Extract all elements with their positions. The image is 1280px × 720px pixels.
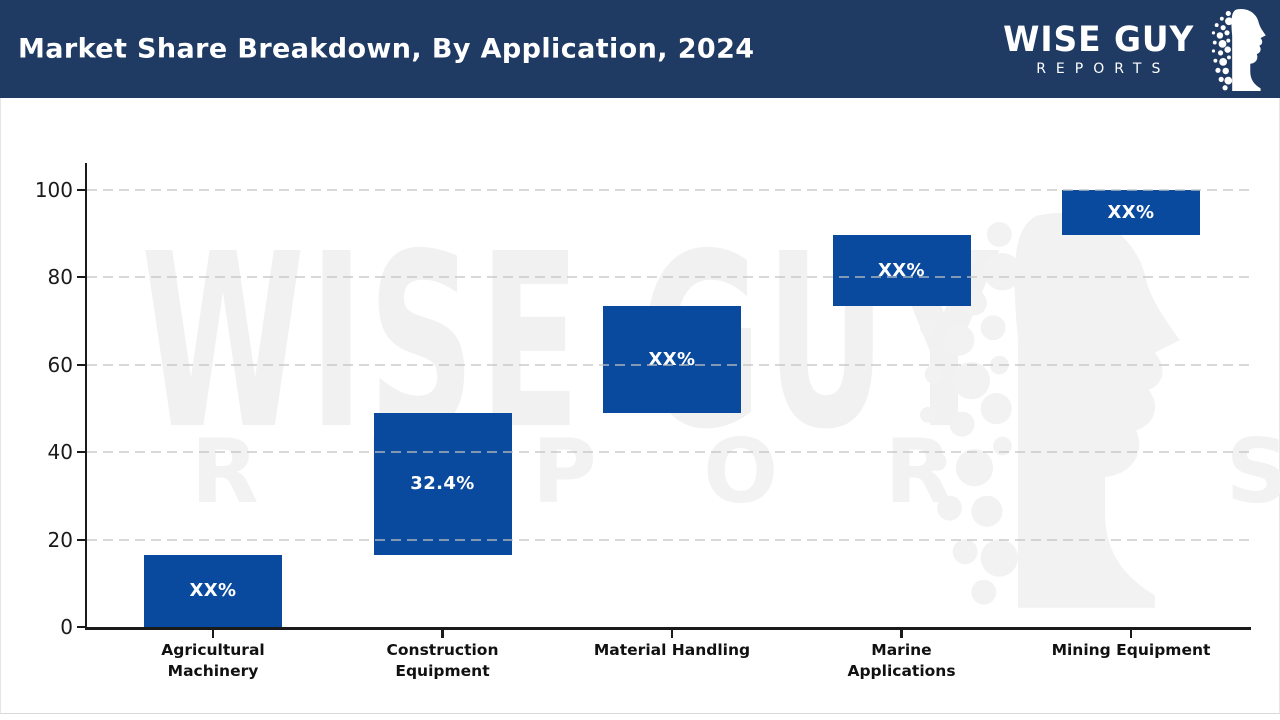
logo-brand-name: WISE GUY	[1002, 19, 1194, 60]
gridline	[87, 188, 1251, 191]
y-axis-line	[84, 163, 87, 630]
x-tick-mark	[1129, 629, 1133, 638]
bar-value-label: XX%	[1107, 201, 1155, 223]
dotted-head-profile-icon	[1211, 9, 1266, 91]
y-tick-label: 60	[47, 352, 73, 377]
bar-segment: XX%	[1062, 189, 1200, 236]
y-tick-label: 0	[60, 615, 73, 639]
bar-segment: XX%	[832, 235, 971, 307]
y-tick-mark	[77, 538, 85, 541]
x-tick-mark	[900, 629, 903, 638]
wiseguy-logo: WISE GUY REPORTS	[997, 6, 1268, 92]
bar-segment: XX%	[144, 554, 282, 627]
bar-value-label: XX%	[878, 260, 925, 282]
gridline	[87, 538, 1251, 541]
y-tick-mark	[77, 363, 85, 366]
y-tick-label: 80	[47, 265, 73, 289]
bar-segment: 32.4%	[373, 413, 512, 555]
x-category-label: Material Handling	[593, 641, 751, 659]
x-tick-mark	[441, 629, 444, 638]
x-tick-mark	[211, 629, 215, 638]
gridline	[87, 451, 1251, 453]
chart-area: WISE GUY R E P O R T S 0 20 40 60 80 100 XX% Ag…	[0, 98, 1280, 714]
x-category-label: Construction Equipment	[386, 641, 499, 680]
x-category-label: Marine Applications	[847, 641, 956, 680]
x-category-label: Mining Equipment	[1051, 641, 1211, 659]
logo-brand-subtitle: REPORTS	[1036, 60, 1171, 77]
y-tick-mark	[77, 276, 85, 278]
gridline	[87, 363, 1251, 366]
y-tick-mark	[77, 451, 85, 453]
bar-value-label: 32.4%	[410, 473, 475, 495]
bar-value-label: XX%	[189, 580, 237, 602]
x-tick-mark	[670, 629, 674, 638]
x-category-label: Agricultural Machinery	[161, 641, 265, 680]
y-tick-label: 20	[47, 527, 73, 552]
gridline	[87, 276, 1251, 278]
y-tick-mark	[77, 626, 85, 628]
header-bar: Market Share Breakdown, By Application, …	[0, 0, 1280, 98]
y-tick-mark	[77, 188, 85, 191]
bar-segment: XX%	[603, 306, 741, 414]
x-axis-line	[84, 627, 1251, 630]
y-tick-label: 40	[47, 440, 73, 464]
page-title: Market Share Breakdown, By Application, …	[18, 33, 755, 65]
y-tick-label: 100	[34, 177, 73, 202]
bar-value-label: XX%	[648, 349, 696, 371]
wiseguy-logo-text: WISE GUY REPORTS	[997, 19, 1200, 77]
